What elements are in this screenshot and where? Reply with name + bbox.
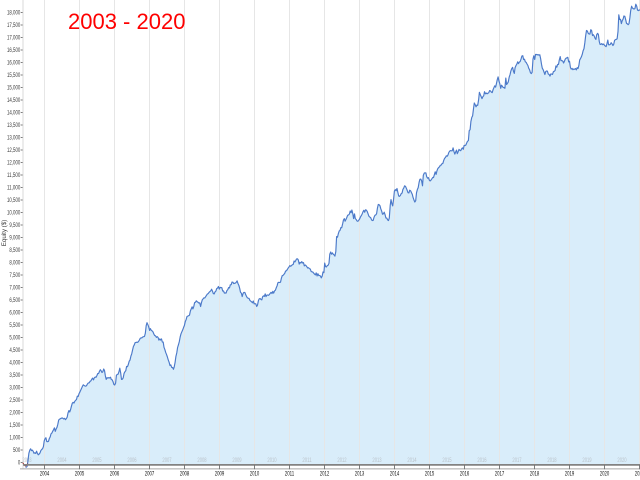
svg-text:16,500: 16,500 (7, 47, 21, 54)
svg-text:2015: 2015 (425, 470, 435, 477)
svg-text:2021: 2021 (635, 470, 640, 477)
svg-text:8,000: 8,000 (9, 260, 20, 267)
svg-text:2006: 2006 (110, 470, 120, 477)
svg-text:2010: 2010 (267, 457, 276, 464)
svg-text:10,500: 10,500 (7, 197, 21, 204)
svg-text:14,000: 14,000 (7, 110, 21, 117)
svg-text:9,500: 9,500 (9, 222, 20, 229)
svg-text:2009: 2009 (232, 457, 241, 464)
svg-text:13,500: 13,500 (7, 122, 21, 129)
svg-text:12,500: 12,500 (7, 147, 21, 154)
svg-text:18,000: 18,000 (7, 10, 21, 17)
svg-text:3,500: 3,500 (9, 372, 20, 379)
svg-text:2011: 2011 (302, 457, 311, 464)
svg-text:2012: 2012 (337, 457, 346, 464)
svg-text:0: 0 (18, 460, 21, 467)
svg-text:6,500: 6,500 (9, 297, 20, 304)
svg-text:15,000: 15,000 (7, 85, 21, 92)
svg-text:Equity ($): Equity ($) (1, 220, 8, 247)
svg-text:2004: 2004 (40, 470, 50, 477)
svg-text:2011: 2011 (285, 470, 295, 477)
svg-text:11,500: 11,500 (7, 172, 21, 179)
svg-text:15,500: 15,500 (7, 72, 21, 79)
svg-text:4,500: 4,500 (9, 347, 20, 354)
svg-text:17,500: 17,500 (7, 22, 21, 29)
svg-text:2006: 2006 (127, 457, 136, 464)
svg-text:2020: 2020 (600, 470, 610, 477)
svg-text:2005: 2005 (92, 457, 101, 464)
svg-text:2013: 2013 (355, 470, 365, 477)
svg-text:17,000: 17,000 (7, 35, 21, 42)
svg-text:2008: 2008 (180, 470, 190, 477)
svg-text:2020: 2020 (617, 457, 626, 464)
svg-text:2018: 2018 (530, 470, 540, 477)
svg-text:7,000: 7,000 (9, 285, 20, 292)
svg-text:2016: 2016 (477, 457, 486, 464)
svg-text:2,500: 2,500 (9, 397, 20, 404)
svg-text:4,000: 4,000 (9, 360, 20, 367)
svg-text:6,000: 6,000 (9, 310, 20, 317)
svg-text:2017: 2017 (512, 457, 521, 464)
svg-text:12,000: 12,000 (7, 160, 21, 167)
svg-text:7,500: 7,500 (9, 272, 20, 279)
svg-text:5,500: 5,500 (9, 322, 20, 329)
svg-text:2,000: 2,000 (9, 410, 20, 417)
svg-text:2012: 2012 (320, 470, 330, 477)
svg-text:11,000: 11,000 (7, 185, 21, 192)
svg-text:2016: 2016 (460, 470, 470, 477)
svg-text:10,000: 10,000 (7, 210, 21, 217)
svg-text:2010: 2010 (250, 470, 260, 477)
svg-text:2014: 2014 (390, 470, 400, 477)
svg-text:500: 500 (13, 447, 21, 454)
svg-text:2004: 2004 (57, 457, 66, 464)
svg-text:2014: 2014 (407, 457, 416, 464)
svg-text:2009: 2009 (215, 470, 225, 477)
svg-text:2019: 2019 (582, 457, 591, 464)
svg-text:2017: 2017 (495, 470, 505, 477)
svg-text:5,000: 5,000 (9, 335, 20, 342)
svg-text:2003 - 2020: 2003 - 2020 (68, 9, 185, 34)
svg-text:2005: 2005 (75, 470, 85, 477)
svg-text:14,500: 14,500 (7, 97, 21, 104)
svg-text:2018: 2018 (547, 457, 556, 464)
svg-text:9,000: 9,000 (9, 235, 20, 242)
svg-text:1,000: 1,000 (9, 435, 20, 442)
svg-text:16,000: 16,000 (7, 60, 21, 67)
svg-text:2019: 2019 (565, 470, 575, 477)
svg-text:2003: 2003 (22, 457, 31, 464)
svg-text:2013: 2013 (372, 457, 381, 464)
svg-text:8,500: 8,500 (9, 247, 20, 254)
svg-text:13,000: 13,000 (7, 135, 21, 142)
svg-text:2007: 2007 (162, 457, 171, 464)
svg-text:2008: 2008 (197, 457, 206, 464)
svg-text:2015: 2015 (442, 457, 451, 464)
svg-text:3,000: 3,000 (9, 385, 20, 392)
svg-text:2007: 2007 (145, 470, 155, 477)
svg-text:1,500: 1,500 (9, 422, 20, 429)
